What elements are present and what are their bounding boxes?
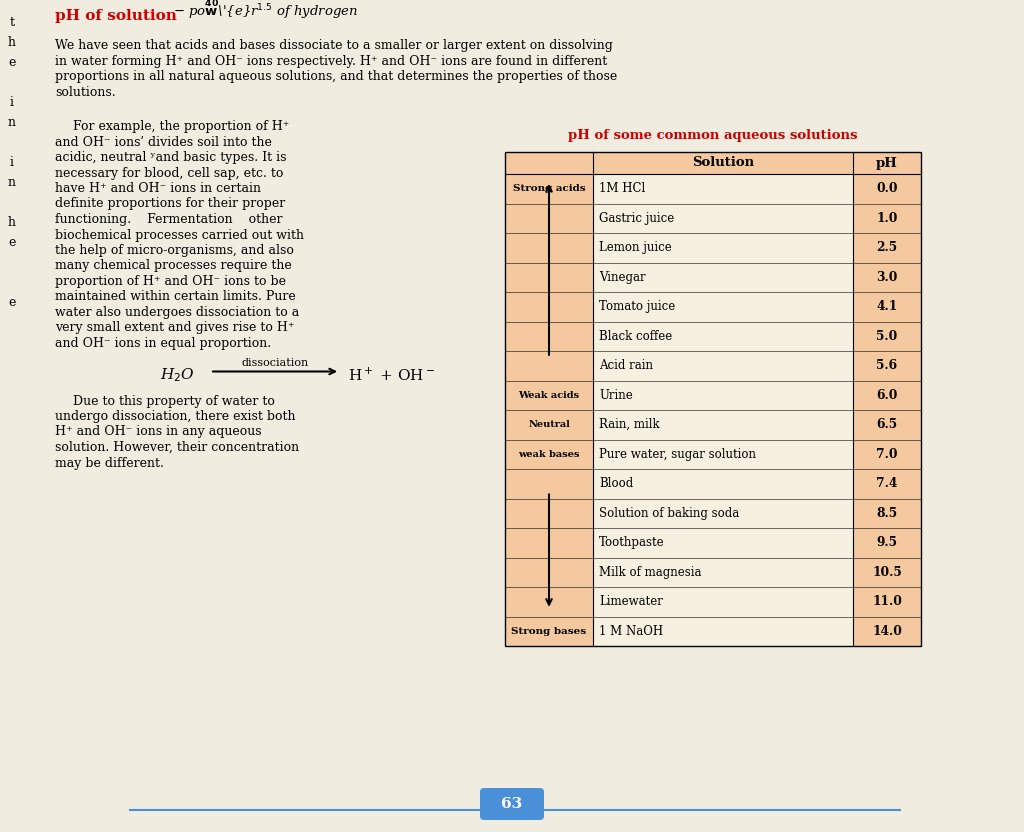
Text: functioning.    Fermentation    other: functioning. Fermentation other (55, 213, 283, 226)
Text: Urine: Urine (599, 389, 633, 402)
Text: the help of micro-organisms, and also: the help of micro-organisms, and also (55, 244, 294, 257)
Text: Milk of magnesia: Milk of magnesia (599, 566, 701, 579)
Text: For example, the proportion of H⁺: For example, the proportion of H⁺ (73, 120, 290, 133)
Text: may be different.: may be different. (55, 457, 164, 469)
Text: pH of some common aqueous solutions: pH of some common aqueous solutions (568, 130, 858, 142)
Text: Solution: Solution (692, 156, 754, 170)
Text: weak bases: weak bases (518, 450, 580, 458)
Text: n: n (8, 116, 16, 128)
Text: e: e (8, 235, 15, 249)
Text: Solution of baking soda: Solution of baking soda (599, 507, 739, 520)
Text: pH of solution: pH of solution (55, 9, 177, 23)
Text: many chemical processes require the: many chemical processes require the (55, 260, 292, 273)
Text: t: t (9, 16, 14, 28)
Text: undergo dissociation, there exist both: undergo dissociation, there exist both (55, 410, 296, 423)
Text: Due to this property of water to: Due to this property of water to (73, 394, 274, 408)
FancyBboxPatch shape (480, 788, 544, 820)
Text: Neutral: Neutral (528, 420, 570, 429)
Text: Acid rain: Acid rain (599, 359, 653, 372)
Text: Lemon juice: Lemon juice (599, 241, 672, 255)
Text: We have seen that acids and bases dissociate to a smaller or larger extent on di: We have seen that acids and bases dissoc… (55, 39, 613, 52)
Text: 1M HCl: 1M HCl (599, 182, 645, 196)
Text: h: h (8, 215, 16, 229)
Text: 6.5: 6.5 (877, 418, 898, 431)
Text: acidic, neutral ʸand basic types. It is: acidic, neutral ʸand basic types. It is (55, 151, 287, 164)
Text: Strong bases: Strong bases (511, 626, 587, 636)
Bar (593, 152, 853, 646)
Text: 7.0: 7.0 (877, 448, 898, 461)
Text: Rain, milk: Rain, milk (599, 418, 659, 431)
Text: proportions in all natural aqueous solutions, and that determines the properties: proportions in all natural aqueous solut… (55, 70, 617, 83)
Text: very small extent and gives rise to H⁺: very small extent and gives rise to H⁺ (55, 321, 295, 334)
Text: 7.4: 7.4 (877, 478, 898, 490)
Text: 8.5: 8.5 (877, 507, 898, 520)
Text: i: i (10, 156, 14, 169)
Text: e: e (8, 56, 15, 68)
Text: Black coffee: Black coffee (599, 329, 672, 343)
Text: 9.5: 9.5 (877, 537, 897, 549)
Text: and OH⁻ ionsʹ divides soil into the: and OH⁻ ionsʹ divides soil into the (55, 136, 272, 148)
Text: h: h (8, 36, 16, 48)
Text: solution. However, their concentration: solution. However, their concentration (55, 441, 299, 454)
Text: $-$ po$\mathbf{\overset{40}{w}}$\'{e}r$^{1.5}$ of hydrogen: $-$ po$\mathbf{\overset{40}{w}}$\'{e}r$^… (173, 0, 358, 22)
Text: H⁺ and OH⁻ ions in any aqueous: H⁺ and OH⁻ ions in any aqueous (55, 425, 261, 438)
Text: Weak acids: Weak acids (518, 391, 580, 399)
Text: 1 M NaOH: 1 M NaOH (599, 625, 664, 638)
Text: Pure water, sugar solution: Pure water, sugar solution (599, 448, 756, 461)
Text: Strong acids: Strong acids (513, 184, 586, 193)
Text: solutions.: solutions. (55, 86, 116, 98)
Text: 10.5: 10.5 (872, 566, 902, 579)
Text: definite proportions for their proper: definite proportions for their proper (55, 197, 286, 210)
Bar (505, 152, 921, 646)
Text: dissociation: dissociation (242, 358, 308, 368)
Text: Limewater: Limewater (599, 595, 663, 608)
Text: and OH⁻ ions in equal proportion.: and OH⁻ ions in equal proportion. (55, 337, 271, 350)
Text: 2.5: 2.5 (877, 241, 898, 255)
Bar (505, 152, 921, 174)
Text: 3.0: 3.0 (877, 270, 898, 284)
Text: 0.0: 0.0 (877, 182, 898, 196)
Text: H$_2$O: H$_2$O (160, 367, 196, 384)
Text: H$^+$ + OH$^-$: H$^+$ + OH$^-$ (348, 367, 435, 384)
Text: maintained within certain limits. Pure: maintained within certain limits. Pure (55, 290, 296, 304)
Text: necessary for blood, cell sap, etc. to: necessary for blood, cell sap, etc. to (55, 166, 284, 180)
Text: 6.0: 6.0 (877, 389, 898, 402)
Text: pH: pH (877, 156, 898, 170)
Text: Blood: Blood (599, 478, 633, 490)
Text: proportion of H⁺ and OH⁻ ions to be: proportion of H⁺ and OH⁻ ions to be (55, 275, 286, 288)
Text: 14.0: 14.0 (872, 625, 902, 638)
Bar (853, 152, 921, 646)
Text: Vinegar: Vinegar (599, 270, 645, 284)
Text: n: n (8, 176, 16, 189)
Text: biochemical processes carried out with: biochemical processes carried out with (55, 229, 304, 241)
Bar (505, 152, 593, 646)
Text: in water forming H⁺ and OH⁻ ions respectively. H⁺ and OH⁻ ions are found in diff: in water forming H⁺ and OH⁻ ions respect… (55, 55, 607, 67)
Text: Toothpaste: Toothpaste (599, 537, 665, 549)
Text: e: e (8, 295, 15, 309)
Text: 63: 63 (502, 797, 522, 811)
Text: Gastric juice: Gastric juice (599, 212, 674, 225)
Text: 11.0: 11.0 (872, 595, 902, 608)
Text: water also undergoes dissociation to a: water also undergoes dissociation to a (55, 306, 299, 319)
Text: Tomato juice: Tomato juice (599, 300, 675, 314)
Text: 5.0: 5.0 (877, 329, 898, 343)
Text: 1.0: 1.0 (877, 212, 898, 225)
Text: have H⁺ and OH⁻ ions in certain: have H⁺ and OH⁻ ions in certain (55, 182, 261, 195)
Text: 5.6: 5.6 (877, 359, 898, 372)
Text: i: i (10, 96, 14, 108)
Text: 4.1: 4.1 (877, 300, 898, 314)
